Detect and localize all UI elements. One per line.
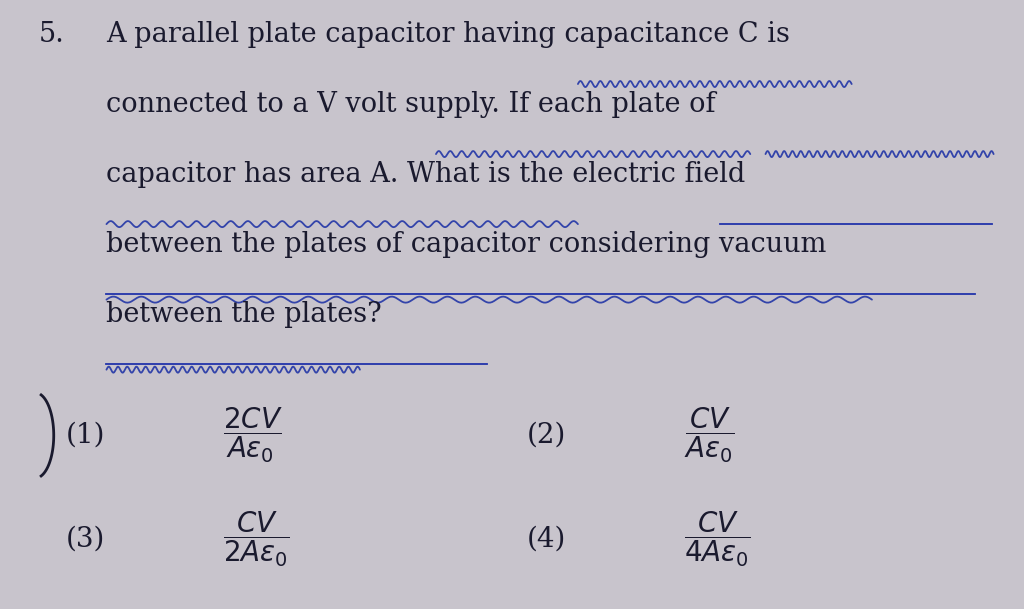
Text: (1): (1) xyxy=(66,422,105,449)
Text: 5.: 5. xyxy=(39,21,65,48)
Text: capacitor has area A. What is the electric field: capacitor has area A. What is the electr… xyxy=(106,161,745,188)
Text: (4): (4) xyxy=(527,526,566,552)
Text: $\dfrac{CV}{2A\varepsilon_0}$: $\dfrac{CV}{2A\varepsilon_0}$ xyxy=(223,509,290,569)
Text: between the plates?: between the plates? xyxy=(106,301,382,328)
Text: $\dfrac{CV}{A\varepsilon_0}$: $\dfrac{CV}{A\varepsilon_0}$ xyxy=(684,406,735,465)
Text: connected to a V volt supply. If each plate of: connected to a V volt supply. If each pl… xyxy=(106,91,716,118)
Text: A parallel plate capacitor having capacitance C is: A parallel plate capacitor having capaci… xyxy=(106,21,791,48)
Text: (2): (2) xyxy=(527,422,566,449)
Text: between the plates of capacitor considering vacuum: between the plates of capacitor consider… xyxy=(106,231,826,258)
Text: $\dfrac{CV}{4A\varepsilon_0}$: $\dfrac{CV}{4A\varepsilon_0}$ xyxy=(684,509,752,569)
Text: $\dfrac{2CV}{A\varepsilon_0}$: $\dfrac{2CV}{A\varepsilon_0}$ xyxy=(223,406,283,465)
Text: (3): (3) xyxy=(66,526,105,552)
